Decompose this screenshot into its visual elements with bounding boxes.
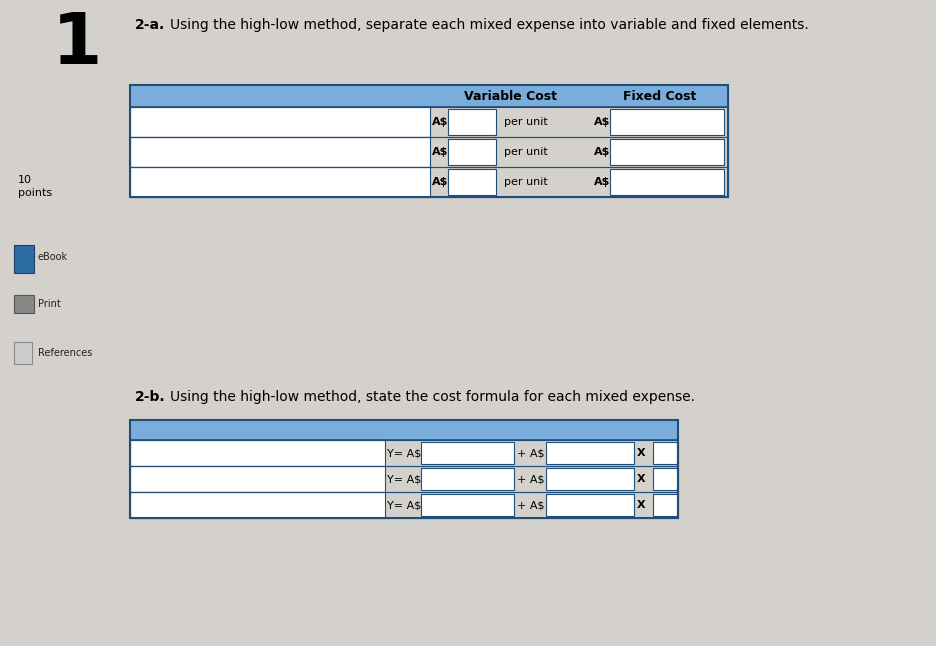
Text: 2-a.: 2-a. (135, 18, 166, 32)
Text: A$: A$ (432, 147, 448, 157)
Bar (421, 468, 514, 490)
Text: eBook: eBook (38, 252, 68, 262)
Bar (653, 442, 677, 464)
Bar (448, 169, 496, 195)
Text: X: X (637, 448, 646, 458)
Bar (130, 440, 385, 466)
Text: X: X (637, 500, 646, 510)
Bar (130, 420, 678, 440)
Text: + A$: + A$ (517, 500, 545, 510)
Text: A$: A$ (432, 177, 448, 187)
Text: + A$: + A$ (517, 474, 545, 484)
Bar (130, 492, 385, 518)
Bar (130, 107, 430, 137)
Text: A$: A$ (594, 117, 610, 127)
Text: Fixed Cost: Fixed Cost (623, 90, 696, 103)
Text: Print: Print (38, 299, 61, 309)
Bar (610, 169, 724, 195)
Text: 2-b.: 2-b. (135, 390, 166, 404)
Bar (130, 420, 678, 518)
Text: Y= A$: Y= A$ (387, 500, 421, 510)
Bar (130, 466, 385, 492)
Text: Variable Cost: Variable Cost (464, 90, 558, 103)
Text: A$: A$ (594, 177, 610, 187)
Text: Using the high-low method, state the cost formula for each mixed expense.: Using the high-low method, state the cos… (170, 390, 695, 404)
Text: per unit: per unit (505, 177, 548, 187)
Bar (610, 139, 724, 165)
Bar (653, 468, 677, 490)
Bar (448, 109, 496, 135)
Bar (14, 295, 34, 313)
Bar (610, 109, 724, 135)
Bar (130, 85, 728, 197)
Bar (130, 167, 728, 197)
Bar (130, 137, 430, 167)
Bar (130, 137, 728, 167)
Bar (421, 442, 514, 464)
Bar (130, 85, 728, 107)
Bar (130, 466, 678, 492)
Text: per unit: per unit (505, 117, 548, 127)
Bar (14, 245, 34, 273)
Text: Y= A$: Y= A$ (387, 448, 421, 458)
Text: points: points (18, 188, 52, 198)
Bar (546, 494, 634, 516)
Text: X: X (637, 474, 646, 484)
Text: 10: 10 (18, 175, 32, 185)
Bar (653, 494, 677, 516)
Bar (130, 492, 678, 518)
Bar (130, 167, 430, 197)
Text: A$: A$ (432, 117, 448, 127)
Bar (14, 342, 32, 364)
Text: Y= A$: Y= A$ (387, 474, 421, 484)
Text: A$: A$ (594, 147, 610, 157)
Bar (130, 440, 678, 466)
Bar (421, 494, 514, 516)
Text: References: References (38, 348, 93, 358)
Text: Using the high-low method, separate each mixed expense into variable and fixed e: Using the high-low method, separate each… (170, 18, 809, 32)
Bar (130, 107, 728, 137)
Text: 1: 1 (52, 10, 102, 79)
Text: + A$: + A$ (517, 448, 545, 458)
Bar (448, 139, 496, 165)
Text: per unit: per unit (505, 147, 548, 157)
Bar (546, 442, 634, 464)
Bar (546, 468, 634, 490)
